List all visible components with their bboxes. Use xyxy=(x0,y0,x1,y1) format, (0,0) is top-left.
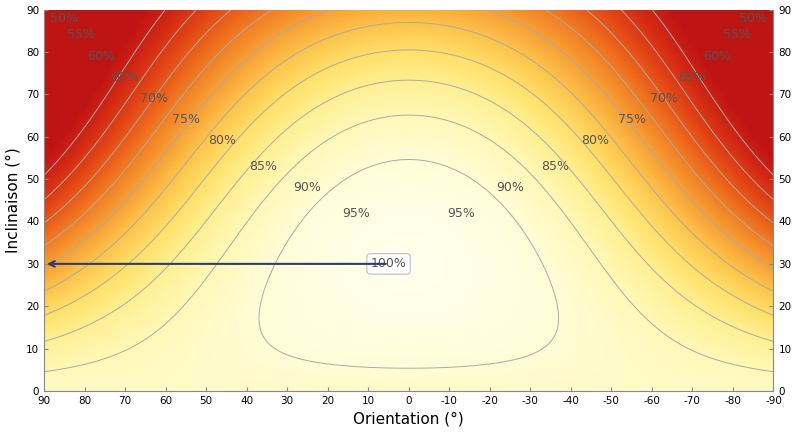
Text: 65%: 65% xyxy=(678,71,706,84)
Text: 75%: 75% xyxy=(172,113,200,126)
Text: 75%: 75% xyxy=(618,113,646,126)
Text: 60%: 60% xyxy=(703,50,731,63)
Text: 90%: 90% xyxy=(497,181,524,194)
Text: 100%: 100% xyxy=(371,257,406,270)
Text: 80%: 80% xyxy=(208,134,237,147)
Text: 60%: 60% xyxy=(87,50,115,63)
Text: 90%: 90% xyxy=(293,181,321,194)
Text: 55%: 55% xyxy=(67,29,95,41)
Text: 65%: 65% xyxy=(112,71,139,84)
X-axis label: Orientation (°): Orientation (°) xyxy=(353,411,464,426)
Text: 70%: 70% xyxy=(650,92,678,105)
Text: 85%: 85% xyxy=(249,160,277,173)
Text: 85%: 85% xyxy=(540,160,568,173)
Text: 70%: 70% xyxy=(139,92,167,105)
Text: 95%: 95% xyxy=(342,206,370,219)
Text: 55%: 55% xyxy=(723,29,751,41)
Text: 95%: 95% xyxy=(448,206,475,219)
Y-axis label: Inclinaison (°): Inclinaison (°) xyxy=(6,147,21,253)
Text: 80%: 80% xyxy=(581,134,609,147)
Text: 50%: 50% xyxy=(739,12,768,25)
Text: 50%: 50% xyxy=(50,12,78,25)
